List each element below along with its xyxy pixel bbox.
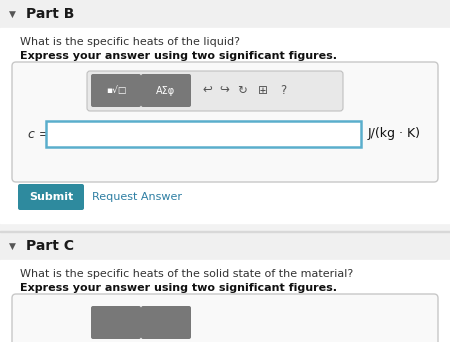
FancyBboxPatch shape: [141, 306, 191, 339]
FancyBboxPatch shape: [91, 74, 141, 107]
Text: Request Answer: Request Answer: [92, 192, 182, 202]
Text: c =: c =: [28, 128, 50, 141]
FancyBboxPatch shape: [91, 306, 141, 339]
Text: ⊞: ⊞: [258, 84, 268, 97]
FancyBboxPatch shape: [12, 294, 438, 342]
Text: Part C: Part C: [26, 239, 74, 253]
FancyBboxPatch shape: [12, 62, 438, 182]
Text: ▼: ▼: [9, 241, 15, 250]
Bar: [0, 260, 450, 342]
Text: J/(kg · K): J/(kg · K): [368, 128, 421, 141]
Text: What is the specific heats of the solid state of the material?: What is the specific heats of the solid …: [20, 269, 353, 279]
Bar: [46, 121, 361, 147]
Text: Submit: Submit: [29, 192, 73, 202]
Bar: [0, 232, 450, 260]
Text: ↪: ↪: [219, 84, 229, 97]
Text: Express your answer using two significant figures.: Express your answer using two significan…: [20, 51, 337, 61]
Bar: [0, 0, 450, 28]
Text: ▪√□: ▪√□: [106, 86, 126, 95]
Text: Part B: Part B: [26, 7, 74, 21]
Text: ΑΣφ: ΑΣφ: [157, 86, 176, 95]
Bar: [0, 231, 450, 232]
FancyBboxPatch shape: [141, 74, 191, 107]
Bar: [0, 28, 450, 223]
Text: What is the specific heats of the liquid?: What is the specific heats of the liquid…: [20, 37, 240, 47]
FancyBboxPatch shape: [87, 71, 343, 111]
Text: ↻: ↻: [237, 84, 247, 97]
FancyBboxPatch shape: [18, 184, 84, 210]
Text: ?: ?: [280, 84, 286, 97]
Text: Express your answer using two significant figures.: Express your answer using two significan…: [20, 283, 337, 293]
Text: ▼: ▼: [9, 10, 15, 18]
Text: ↩: ↩: [202, 84, 212, 97]
